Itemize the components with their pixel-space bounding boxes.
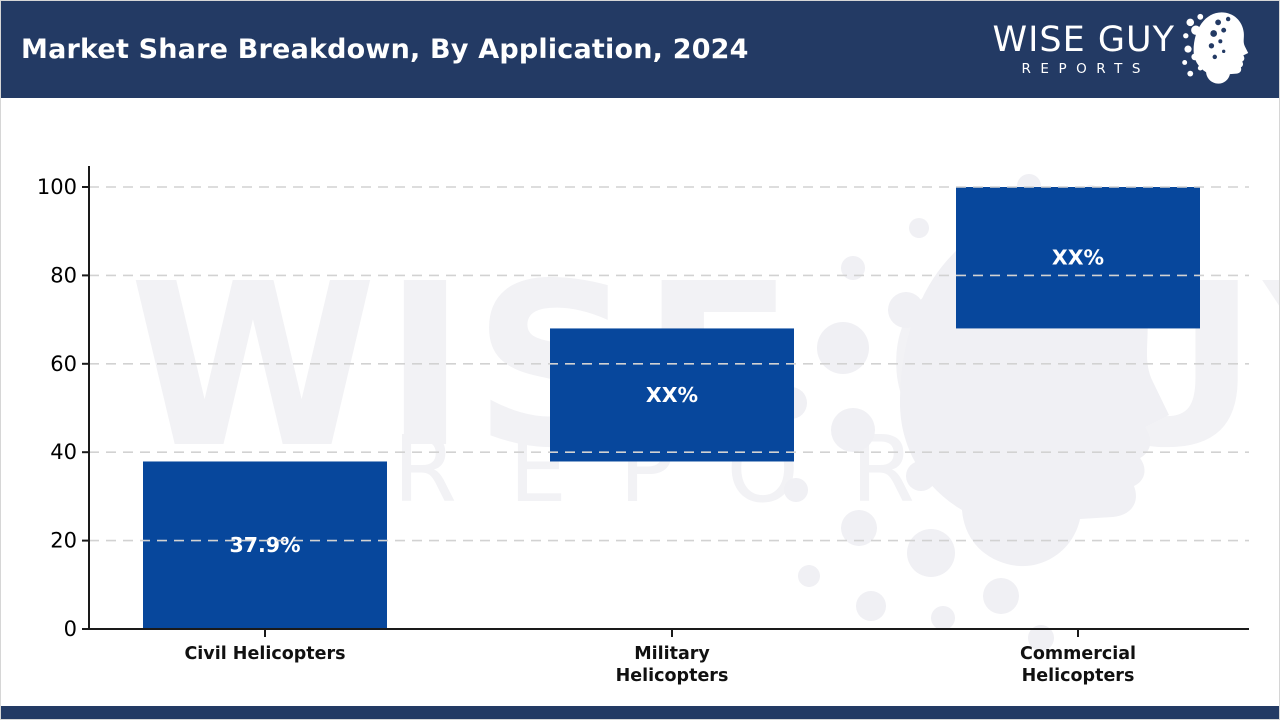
logo-text: WISE GUY REPORTS — [992, 19, 1175, 77]
y-tick-label: 40 — [50, 440, 77, 464]
y-tick-label: 0 — [64, 617, 77, 641]
bar-segment — [550, 328, 794, 462]
category-label: Helicopters — [1022, 666, 1135, 686]
bar-chart: 37.9% XX% XX% 0 20 40 60 80 100 Civil Helicopters… — [37, 166, 1249, 686]
footer-bar — [1, 706, 1279, 719]
bar-value-label: XX% — [1052, 246, 1104, 270]
wise-guy-reports-logo: WISE GUY REPORTS — [992, 9, 1253, 91]
bar-value-label: XX% — [646, 383, 698, 407]
category-label: Commercial — [1020, 644, 1136, 664]
logo-face-icon — [1181, 9, 1253, 91]
y-tick-label: 60 — [50, 352, 77, 376]
chart-area: WISE GUY REPORTS 37.9%XX%XX%020406080100… — [1, 98, 1279, 708]
bar-value-label: 37.9% — [229, 533, 300, 557]
category-label: Military — [634, 644, 710, 664]
y-tick-label: 100 — [37, 175, 77, 199]
bar-segment — [143, 461, 387, 629]
logo-brand-text: WISE GUY — [992, 19, 1175, 60]
y-tick-label: 20 — [50, 529, 77, 553]
y-tick-label: 80 — [50, 263, 77, 287]
category-label: Helicopters — [616, 666, 729, 686]
category-label: Civil Helicopters — [184, 644, 345, 664]
page-title: Market Share Breakdown, By Application, … — [21, 34, 749, 65]
logo-subbrand-text: REPORTS — [1021, 60, 1150, 77]
header-bar: Market Share Breakdown, By Application, … — [1, 1, 1279, 98]
